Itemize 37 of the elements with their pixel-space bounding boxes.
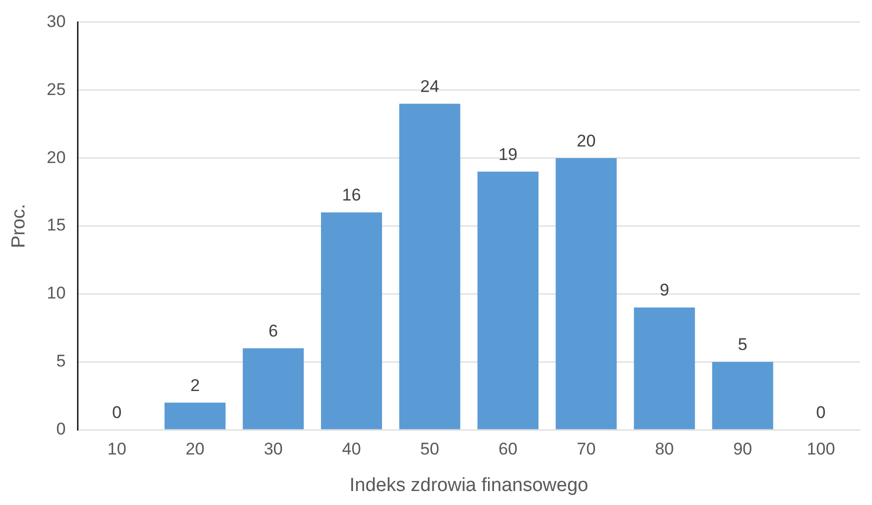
- x-tick-label: 70: [576, 440, 596, 459]
- bar: [399, 104, 460, 430]
- x-tick-label: 40: [342, 440, 361, 459]
- data-label: 0: [112, 402, 122, 422]
- data-label: 19: [498, 144, 518, 164]
- x-axis-title: Indeks zdrowia finansowego: [350, 474, 588, 496]
- x-tick-label: 90: [733, 440, 752, 459]
- data-label: 20: [576, 131, 596, 150]
- data-label: 0: [816, 402, 826, 422]
- x-tick-label: 20: [186, 440, 205, 459]
- y-tick-label: 10: [46, 284, 66, 303]
- y-tick-label: 15: [46, 216, 66, 235]
- x-tick-label: 10: [107, 440, 126, 459]
- data-label: 9: [660, 280, 670, 300]
- y-tick-label: 0: [56, 419, 66, 438]
- x-tick-label: 60: [498, 440, 518, 459]
- bar: [242, 348, 304, 430]
- bar: [556, 158, 617, 430]
- data-label: 16: [342, 186, 361, 205]
- data-label: 2: [190, 376, 200, 395]
- bar: [712, 362, 774, 430]
- bar: [164, 402, 226, 430]
- bar: [634, 308, 695, 430]
- y-tick-label: 5: [56, 352, 66, 371]
- bar: [321, 212, 382, 430]
- x-tick-label: 30: [264, 440, 283, 459]
- bar: [477, 172, 538, 430]
- data-label: 6: [268, 321, 278, 340]
- data-label: 5: [738, 335, 748, 354]
- y-tick-label: 20: [46, 148, 66, 167]
- y-axis-title: Proc.: [8, 204, 30, 248]
- x-tick-label: 50: [420, 440, 440, 459]
- y-tick-label: 30: [46, 12, 66, 31]
- x-tick-label: 80: [654, 440, 674, 459]
- x-tick-label: 100: [806, 440, 836, 459]
- y-tick-label: 25: [46, 80, 66, 99]
- data-label: 24: [420, 76, 440, 96]
